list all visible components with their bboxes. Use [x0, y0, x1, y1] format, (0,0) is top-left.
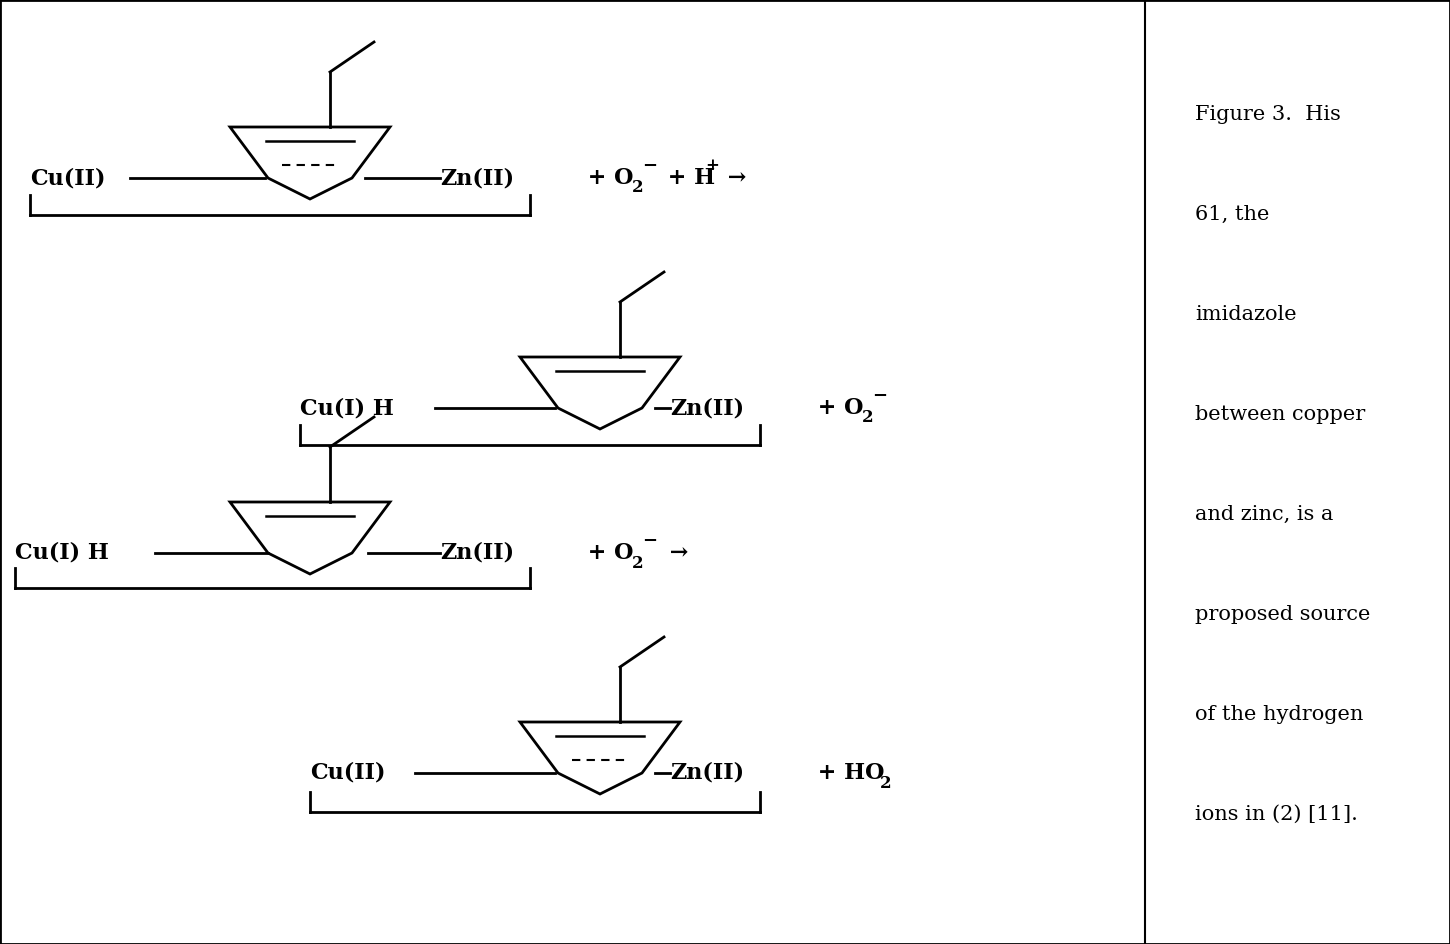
Text: of the hydrogen: of the hydrogen [1195, 705, 1363, 724]
Text: −: − [642, 532, 657, 550]
Text: Cu(II): Cu(II) [30, 167, 106, 189]
Text: proposed source: proposed source [1195, 605, 1370, 624]
Text: and zinc, is a: and zinc, is a [1195, 505, 1334, 524]
Text: 61, the: 61, the [1195, 205, 1269, 224]
Text: imidazole: imidazole [1195, 305, 1296, 324]
Text: Cu(II): Cu(II) [310, 762, 386, 784]
Text: Zn(II): Zn(II) [439, 542, 515, 564]
Text: Cu(I) H: Cu(I) H [14, 542, 109, 564]
Text: + HO: + HO [811, 762, 884, 784]
Text: + O: + O [580, 167, 634, 189]
Text: 2: 2 [861, 410, 873, 427]
Text: ions in (2) [11].: ions in (2) [11]. [1195, 805, 1357, 824]
Text: + H: + H [660, 167, 715, 189]
Text: + O: + O [811, 397, 864, 419]
Text: 2: 2 [632, 179, 644, 196]
Text: +: + [705, 158, 719, 175]
Text: →: → [721, 167, 747, 189]
Text: between copper: between copper [1195, 405, 1366, 424]
Text: 2: 2 [632, 554, 644, 571]
Text: 2: 2 [880, 774, 892, 791]
Text: Zn(II): Zn(II) [670, 397, 744, 419]
Text: Zn(II): Zn(II) [439, 167, 515, 189]
Text: −: − [871, 387, 887, 405]
Text: + O: + O [580, 542, 634, 564]
Text: −: − [642, 157, 657, 175]
Text: →: → [663, 542, 689, 564]
Text: Zn(II): Zn(II) [670, 762, 744, 784]
Text: Figure 3.  His: Figure 3. His [1195, 105, 1341, 124]
Text: Cu(I) H: Cu(I) H [300, 397, 394, 419]
